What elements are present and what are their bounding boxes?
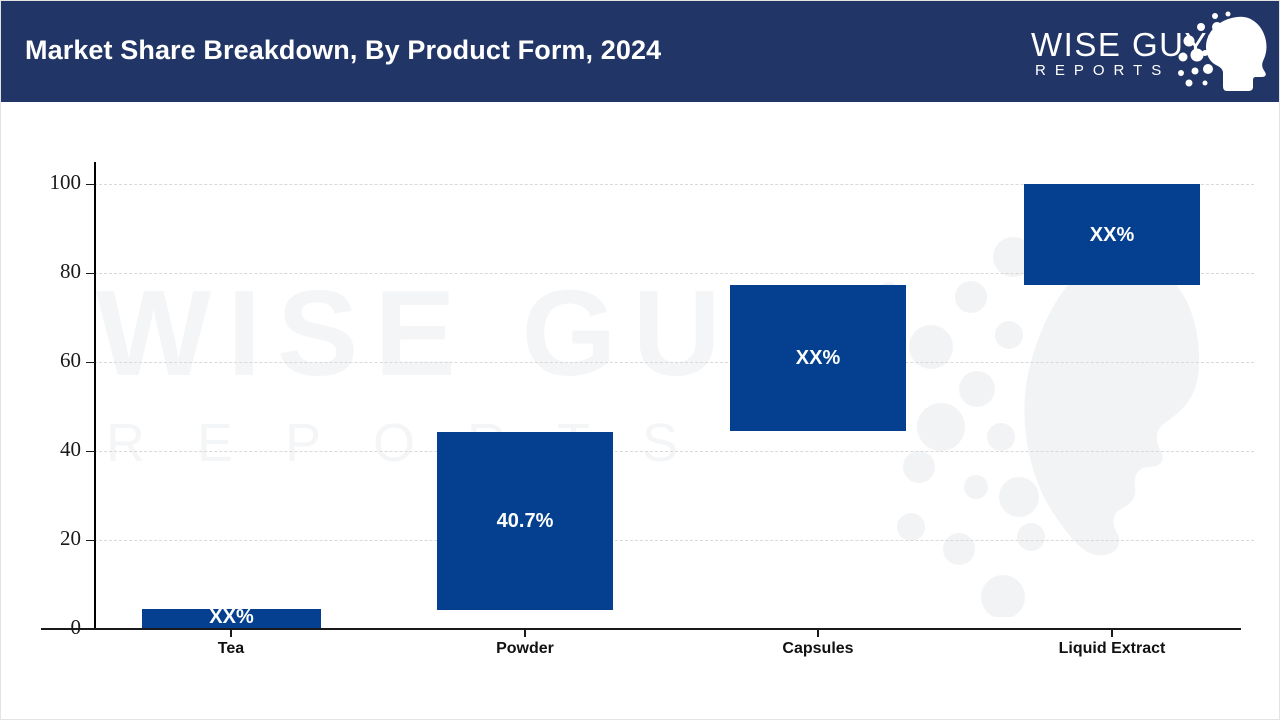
logo-wordmark-primary: WISE GUY	[1031, 26, 1209, 63]
gridline-60	[94, 362, 1254, 363]
x-tick-label-liquid-extract: Liquid Extract	[1058, 640, 1166, 657]
bar-label-liquid-extract: XX%	[1089, 224, 1135, 246]
y-tick-label-100: 100	[49, 170, 82, 194]
chart-plot-area: WISE GUY REPORTS	[1, 102, 1279, 719]
page-title: Market Share Breakdown, By Product Form,…	[25, 35, 662, 65]
y-tick-label-40: 40	[60, 437, 81, 461]
bar-liquid-extract[interactable]: XX%	[1024, 184, 1200, 285]
bar-capsules[interactable]: XX%	[730, 285, 906, 431]
bar-powder[interactable]: 40.7%	[437, 432, 613, 610]
x-tick-mark-liquid-extract	[1111, 629, 1113, 637]
x-tick-mark-tea	[230, 629, 232, 637]
x-tick-label-powder: Powder	[496, 640, 554, 657]
header-band: Market Share Breakdown, By Product Form,…	[1, 1, 1279, 102]
bar-label-powder: 40.7%	[496, 510, 554, 532]
y-tick-label-60: 60	[60, 348, 81, 372]
gridline-40	[94, 451, 1254, 452]
y-tick-mark-20	[86, 540, 95, 541]
logo-wordmark-secondary: REPORTS	[1035, 62, 1171, 79]
y-tick-label-80: 80	[60, 259, 81, 283]
gridline-100	[94, 184, 1254, 185]
x-tick-label-capsules: Capsules	[782, 640, 854, 657]
wise-guy-reports-logo: WISE GUY REPORTS	[1025, 9, 1275, 95]
y-tick-label-0: 0	[70, 615, 82, 639]
bar-label-tea: XX%	[209, 606, 254, 628]
y-tick-mark-100	[86, 184, 95, 185]
gridline-80	[94, 273, 1254, 274]
bar-tea[interactable]: XX%	[142, 606, 321, 629]
y-tick-label-20: 20	[60, 526, 81, 550]
x-tick-mark-powder	[524, 629, 526, 637]
x-tick-mark-capsules	[817, 629, 819, 637]
y-tick-mark-60	[86, 362, 95, 363]
y-tick-mark-80	[86, 273, 95, 274]
wiseguy-head-icon	[1178, 11, 1267, 91]
x-axis-line	[41, 628, 1241, 630]
y-tick-mark-40	[86, 451, 95, 452]
x-tick-label-tea: Tea	[217, 640, 245, 657]
y-axis-line	[94, 162, 96, 629]
gridline-20	[94, 540, 1254, 541]
bar-label-capsules: XX%	[795, 347, 841, 369]
y-tick-mark-0	[86, 629, 95, 630]
